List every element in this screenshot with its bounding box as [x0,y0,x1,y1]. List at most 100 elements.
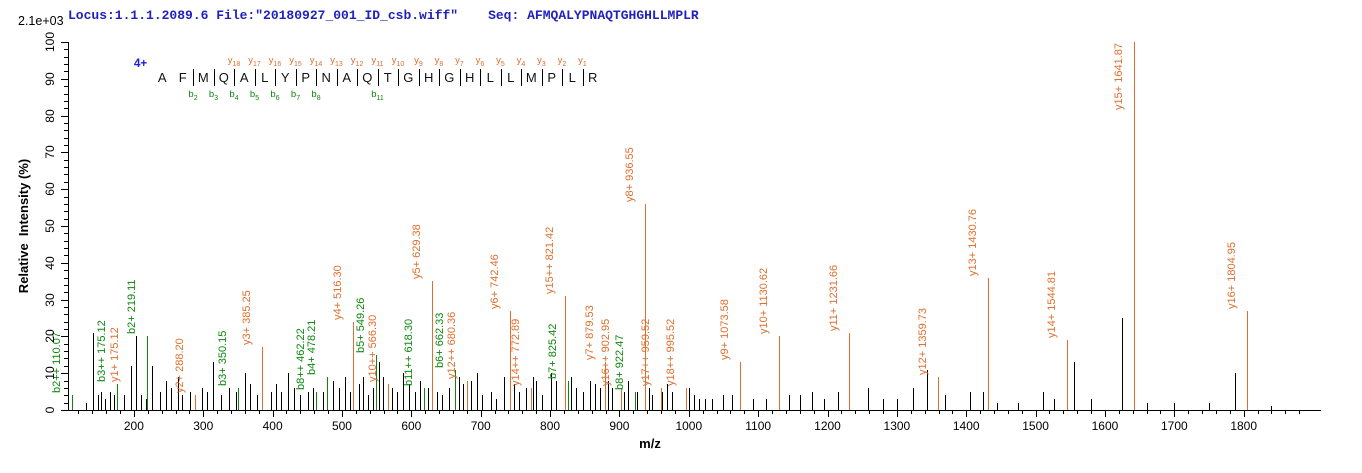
peak-unassigned [235,391,237,410]
residue-letter: Y [280,70,290,85]
y-minor-tick [64,395,68,397]
y-tick-label: 0 [43,406,57,414]
precursor-charge-label: 4+ [134,58,148,70]
residue-letter: G [403,70,414,85]
x-minor-tick [369,411,371,414]
y-minor-tick [64,380,68,382]
residue-divider [562,69,563,86]
peak-y-ion [621,387,623,410]
peak-y-ion [987,277,989,410]
x-minor-tick [633,411,635,414]
y-minor-tick [64,49,68,51]
x-minor-tick [993,411,995,414]
x-major-tick [341,411,343,417]
peak-unassigned [662,391,664,410]
x-tick-label: 800 [540,419,561,433]
residue-letter: A [239,70,249,85]
peak-unassigned [732,395,734,410]
peak-unassigned [752,398,754,410]
peak-unassigned [131,365,133,410]
residue-divider [439,69,440,86]
x-minor-tick [452,411,454,414]
x-minor-tick [508,411,510,414]
peak-unassigned [595,384,597,410]
x-minor-tick [869,411,871,414]
peak-unassigned [1234,373,1236,410]
peak-unassigned [926,369,928,410]
peak-unassigned [372,387,374,410]
peak-unassigned [140,395,142,410]
peak-b-ion [567,380,569,410]
x-minor-tick [217,411,219,414]
peak-unassigned [712,398,714,410]
y-minor-tick [64,211,68,213]
y-ion-marker: y15 [289,55,302,68]
peak-y-ion [531,387,533,410]
x-major-tick [619,411,621,417]
peak-unassigned [722,395,724,410]
peak-unassigned [256,395,258,410]
peak-b-ion [147,336,149,410]
residue-divider [275,69,276,86]
peak-label: b6+ 662.33 [433,312,446,368]
sequence-header: Seq: AFMQALYPNAQTGHGHLLMPLR [488,8,699,23]
peak-unassigned [92,332,94,410]
peak-y-ion [644,203,646,410]
y-minor-tick [64,329,68,331]
peak-unassigned [867,387,869,410]
seq-prefix-label: Seq: [488,8,520,23]
x-minor-tick [702,411,704,414]
x-major-tick [966,411,968,417]
peak-unassigned [427,387,429,410]
b-ion-marker: b6 [270,89,280,102]
x-minor-tick [1118,411,1120,414]
peak-y-ion [605,362,607,410]
y-minor-tick [64,64,68,66]
x-minor-tick [147,411,149,414]
x-minor-tick [1132,411,1134,414]
y-minor-tick [64,365,68,367]
x-minor-tick [466,411,468,414]
x-minor-tick [1007,411,1009,414]
peak-unassigned [1054,398,1056,410]
x-minor-tick [161,411,163,414]
residue-letter: H [424,70,434,85]
peak-unassigned [391,387,393,410]
peak-label: b2+ 219.11 [126,279,139,335]
y-major-tick [61,262,68,264]
peak-unassigned [704,398,706,410]
x-minor-tick [647,411,649,414]
x-minor-tick [952,411,954,414]
x-minor-tick [924,411,926,414]
y-minor-tick [64,167,68,169]
y-minor-tick [64,270,68,272]
y-minor-tick [64,108,68,110]
peak-unassigned [170,387,172,410]
peak-label: y9+ 1073.58 [718,299,731,361]
residue-letter: L [507,70,515,85]
x-minor-tick [938,411,940,414]
peak-unassigned [944,395,946,410]
y-tick-label: 90 [43,72,57,86]
residue-letter: Q [362,70,373,85]
peak-b-ion [376,354,378,410]
y-ion-marker: y12 [350,55,364,68]
y-major-tick [61,115,68,117]
peak-unassigned [1042,391,1044,410]
x-major-tick [1104,411,1106,417]
peak-unassigned [382,376,384,410]
peak-unassigned [628,380,630,410]
peak-label: y12++ 680.36 [446,311,459,379]
peak-unassigned [541,395,543,410]
peak-unassigned [491,391,493,410]
peak-y-ion [739,362,741,410]
x-major-tick [1243,411,1245,417]
y-minor-tick [64,321,68,323]
peak-unassigned [576,387,578,410]
peak-b-ion [424,387,426,410]
peak-unassigned [982,391,984,410]
x-minor-tick [175,411,177,414]
y-major-tick [61,410,68,411]
peak-unassigned [397,391,399,410]
